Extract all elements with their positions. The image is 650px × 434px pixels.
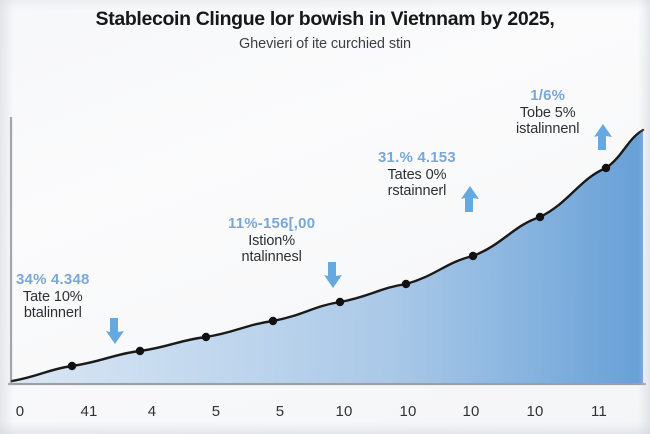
x-axis-tick-label: 0 bbox=[15, 403, 25, 420]
x-axis-tick-label: 10 bbox=[399, 403, 417, 420]
annotation-1-line1: Tate 10% bbox=[22, 288, 83, 305]
chart-title: Stablecoin Clingue lor bowish in Vietnna… bbox=[95, 8, 555, 30]
title-block: Stablecoin Clingue lor bowish in Vietnna… bbox=[0, 8, 650, 52]
x-axis-tick-label: 5 bbox=[275, 403, 285, 420]
annotation-4-line2: istalinnenl bbox=[516, 121, 580, 138]
annotation-1-value: 34% 4.348 bbox=[16, 271, 90, 288]
chart-subtitle: Ghevieri of ite curchied stin bbox=[239, 36, 411, 52]
annotation-3-line1: Tates 0% bbox=[387, 166, 447, 183]
x-axis-tick-label: 11 bbox=[591, 403, 607, 420]
x-axis-tick-label: 4 bbox=[147, 403, 157, 420]
annotation-4-value: 1/6% bbox=[530, 87, 566, 104]
data-point-marker bbox=[268, 316, 278, 326]
data-point-marker bbox=[335, 297, 345, 307]
data-point-marker bbox=[67, 361, 77, 371]
data-point-marker bbox=[401, 279, 411, 289]
x-axis-tick-label: 10 bbox=[462, 403, 480, 420]
area-fill bbox=[12, 130, 643, 383]
annotation-2-line2: ntalinnesl bbox=[241, 249, 302, 266]
annotation-2: 11%-156[,00 Istion% ntalinnesl bbox=[228, 215, 316, 266]
data-point-marker bbox=[135, 346, 145, 356]
annotation-2-value: 11%-156[,00 bbox=[228, 215, 316, 232]
data-point-marker bbox=[535, 212, 545, 222]
annotation-4: 1/6% Tobe 5% istalinnenl bbox=[516, 87, 580, 138]
x-axis-tick-label: 10 bbox=[526, 403, 544, 420]
x-axis-tick-label: 5 bbox=[211, 403, 221, 420]
x-axis-tick-label: 10 bbox=[335, 403, 353, 420]
annotation-3-line2: rstainnerl bbox=[387, 183, 447, 200]
annotation-3-value: 31.% 4.153 bbox=[378, 149, 456, 166]
data-point-marker bbox=[601, 163, 611, 173]
data-point-marker bbox=[201, 332, 211, 342]
data-point-marker bbox=[468, 251, 478, 261]
data-point-markers bbox=[67, 163, 611, 371]
annotation-1-line2: btalinnerl bbox=[23, 305, 82, 322]
annotation-4-line1: Tobe 5% bbox=[519, 104, 576, 121]
annotation-1: 34% 4.348 Tate 10% btalinnerl bbox=[16, 271, 90, 322]
annotation-3: 31.% 4.153 Tates 0% rstainnerl bbox=[378, 149, 456, 200]
annotation-2-line1: Istion% bbox=[248, 232, 296, 249]
x-axis-tick-label: 41 bbox=[80, 403, 98, 420]
